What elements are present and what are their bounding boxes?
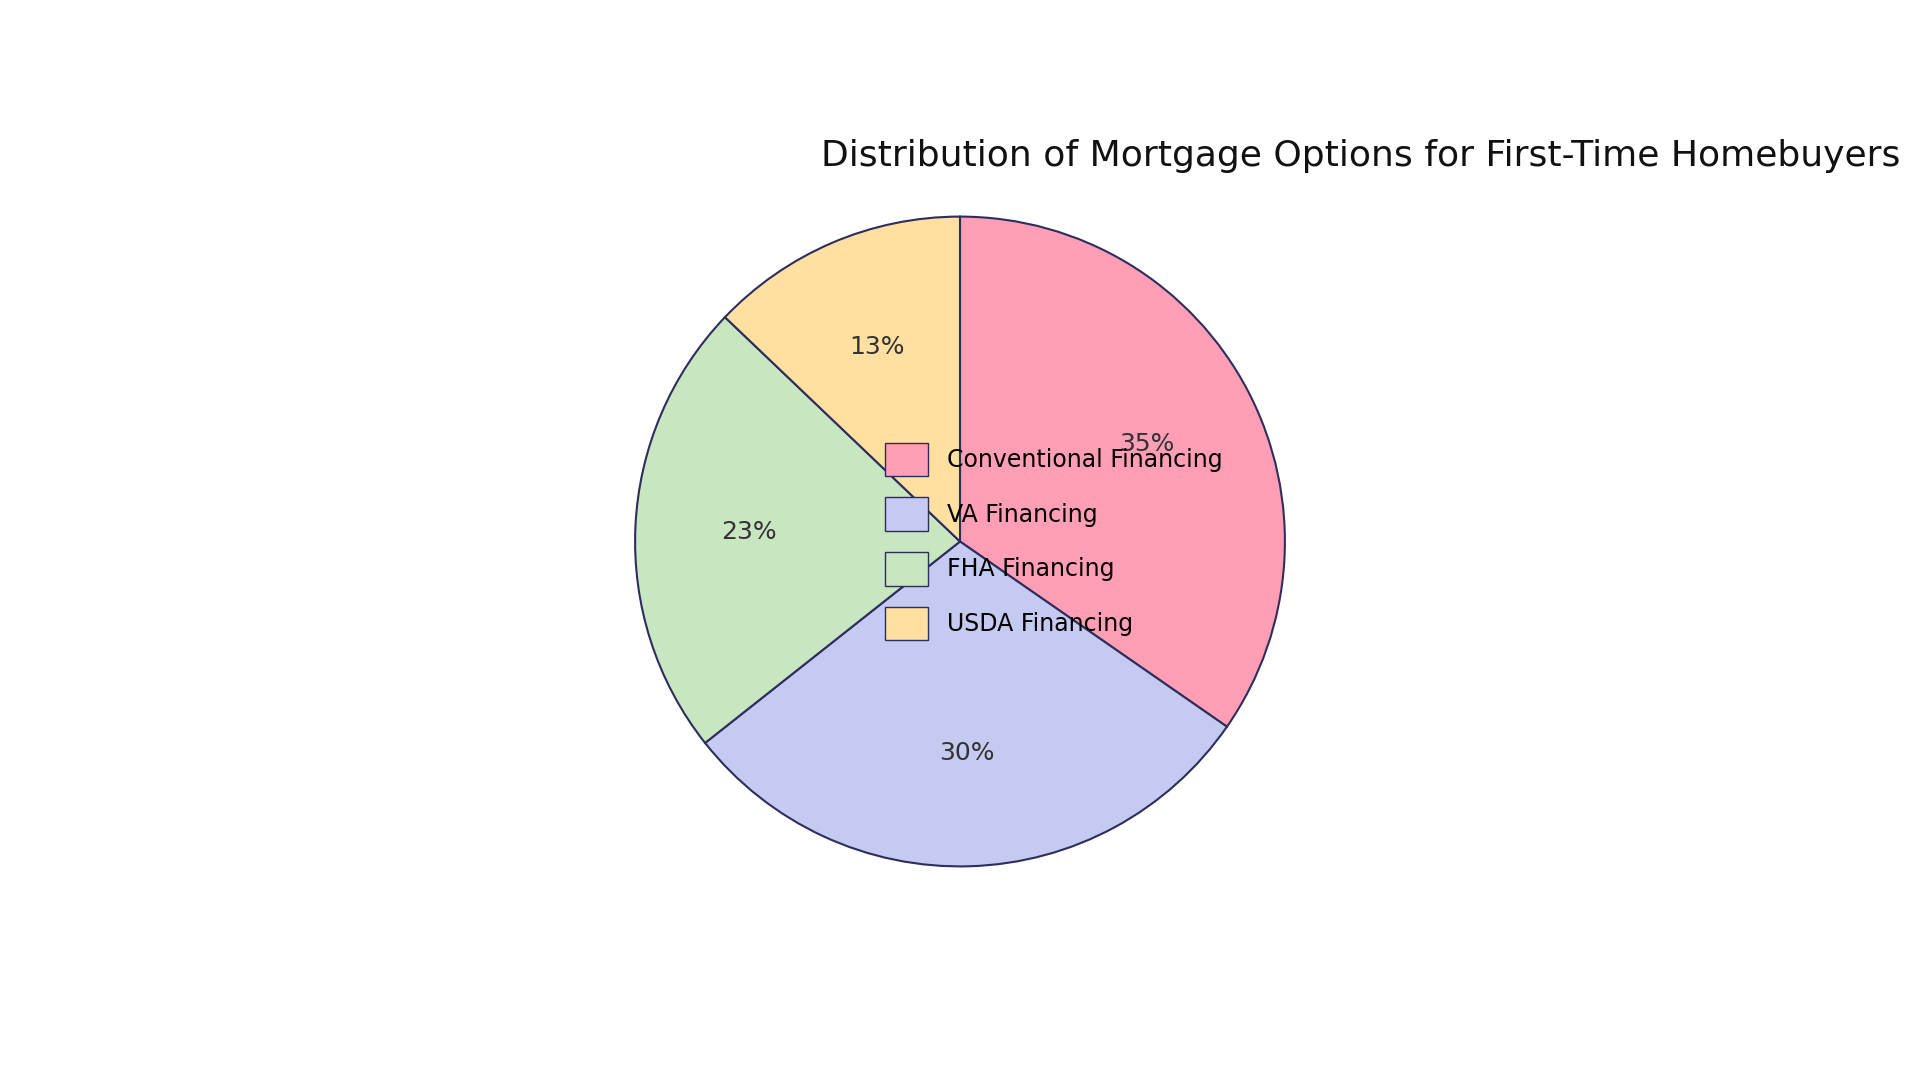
Legend: Conventional Financing, VA Financing, FHA Financing, USDA Financing: Conventional Financing, VA Financing, FH…: [885, 443, 1223, 640]
Text: 13%: 13%: [849, 336, 904, 360]
Wedge shape: [705, 542, 1227, 866]
Text: Distribution of Mortgage Options for First-Time Homebuyers: Distribution of Mortgage Options for Fir…: [822, 139, 1901, 172]
Text: 30%: 30%: [939, 741, 995, 765]
Wedge shape: [726, 217, 960, 542]
Text: 23%: 23%: [722, 520, 778, 544]
Wedge shape: [636, 317, 960, 743]
Text: 35%: 35%: [1119, 432, 1175, 456]
Wedge shape: [960, 217, 1284, 727]
